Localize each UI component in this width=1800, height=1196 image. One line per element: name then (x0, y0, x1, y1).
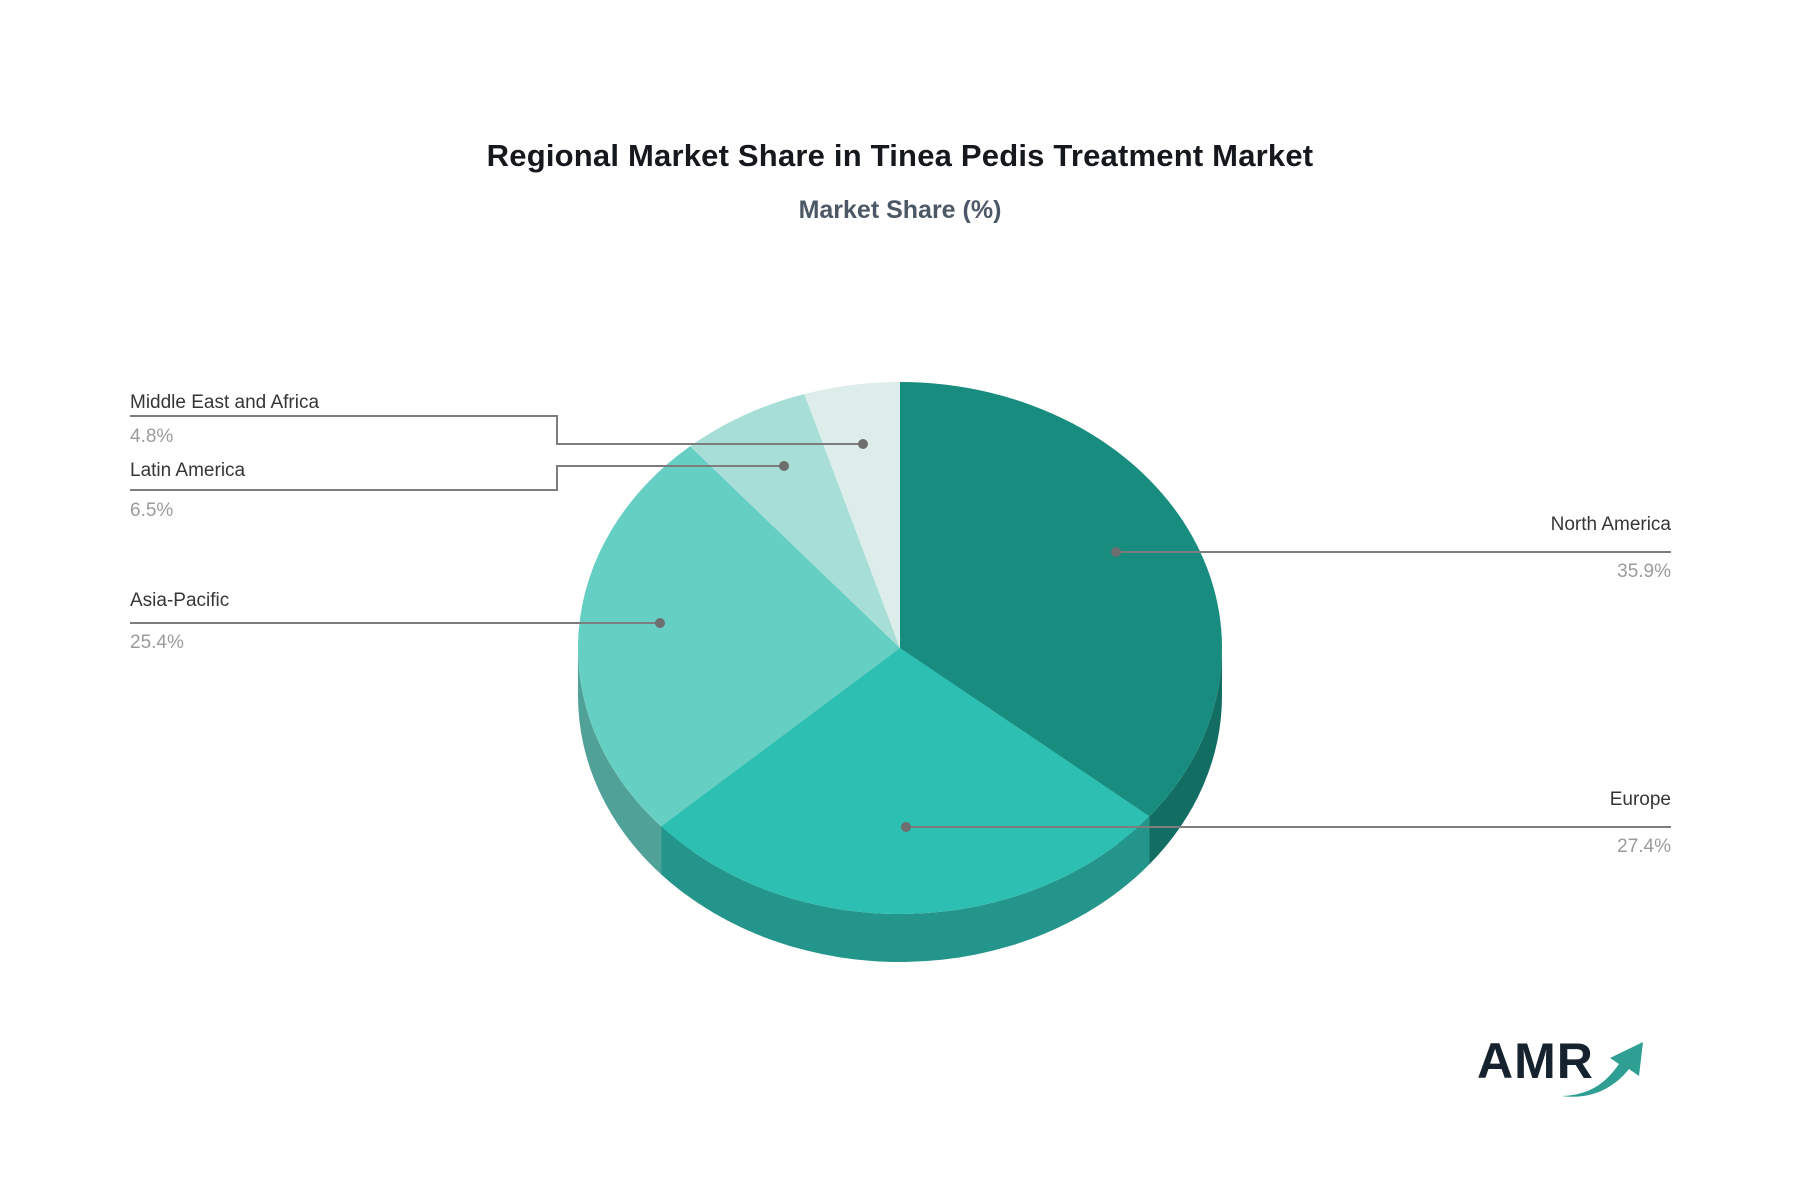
pie-rim-asia-pacific (578, 648, 662, 875)
value-latin-america: 6.5% (130, 500, 174, 521)
pie-slice-europe (661, 648, 1150, 914)
leader-line-middle-east-and-africa (130, 415, 863, 445)
label-latin-america: Latin America (130, 460, 246, 481)
label-europe: Europe (1609, 789, 1671, 810)
chart-title: Regional Market Share in Tinea Pedis Tre… (486, 138, 1314, 173)
leader-dot-middle-east-and-africa (858, 439, 868, 449)
amr-logo: AMR (1477, 1036, 1647, 1106)
leader-dot-europe (901, 822, 911, 832)
value-north-america: 35.9% (1617, 561, 1671, 582)
value-europe: 27.4% (1617, 836, 1671, 857)
leader-line-latin-america (130, 465, 784, 491)
pie-slice-north-america (900, 382, 1223, 817)
value-asia-pacific: 25.4% (130, 632, 184, 653)
label-asia-pacific: Asia-Pacific (130, 590, 230, 611)
leader-dot-north-america (1111, 547, 1121, 557)
pie-slice-asia-pacific (578, 446, 900, 827)
pie-slice-middle-east-and-africa (804, 382, 900, 648)
pie-slice-latin-america (690, 394, 900, 648)
leader-dot-latin-america (779, 461, 789, 471)
pie-rim-north-america (1149, 648, 1222, 865)
label-middle-east-and-africa: Middle East and Africa (130, 392, 320, 413)
pie-rim-europe (661, 816, 1150, 963)
value-middle-east-and-africa: 4.8% (130, 426, 174, 447)
amr-logo-text: AMR (1477, 1033, 1594, 1089)
chart-subtitle: Market Share (%) (798, 196, 1002, 224)
leader-dot-asia-pacific (655, 618, 665, 628)
amr-logo-arrow-icon (1562, 1042, 1643, 1097)
label-north-america: North America (1550, 514, 1671, 535)
